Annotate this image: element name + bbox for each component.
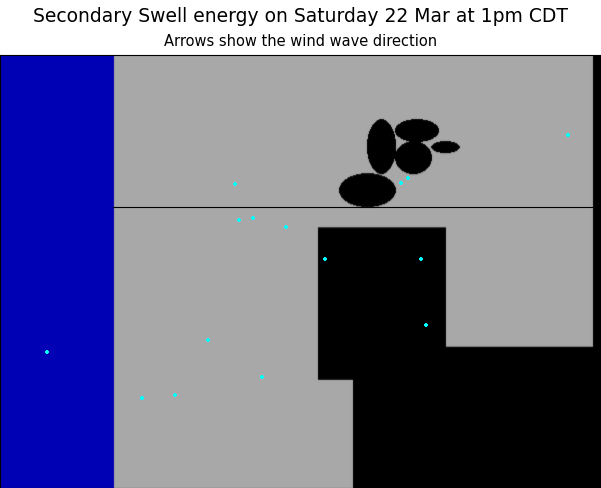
Point [230,181,240,188]
Point [403,175,413,183]
Point [248,215,258,223]
Point [396,180,406,187]
Text: Arrows show the wind wave direction: Arrows show the wind wave direction [164,34,437,49]
Point [137,394,147,402]
Point [281,224,291,231]
Text: Secondary Swell energy on Saturday 22 Mar at 1pm CDT: Secondary Swell energy on Saturday 22 Ma… [33,7,568,26]
Point [234,217,244,224]
Point [563,131,573,139]
Point [421,321,431,328]
Point [257,373,267,381]
Point [203,336,213,344]
Point [42,348,52,356]
Point [170,391,180,399]
Point [320,255,330,263]
Point [416,255,426,263]
